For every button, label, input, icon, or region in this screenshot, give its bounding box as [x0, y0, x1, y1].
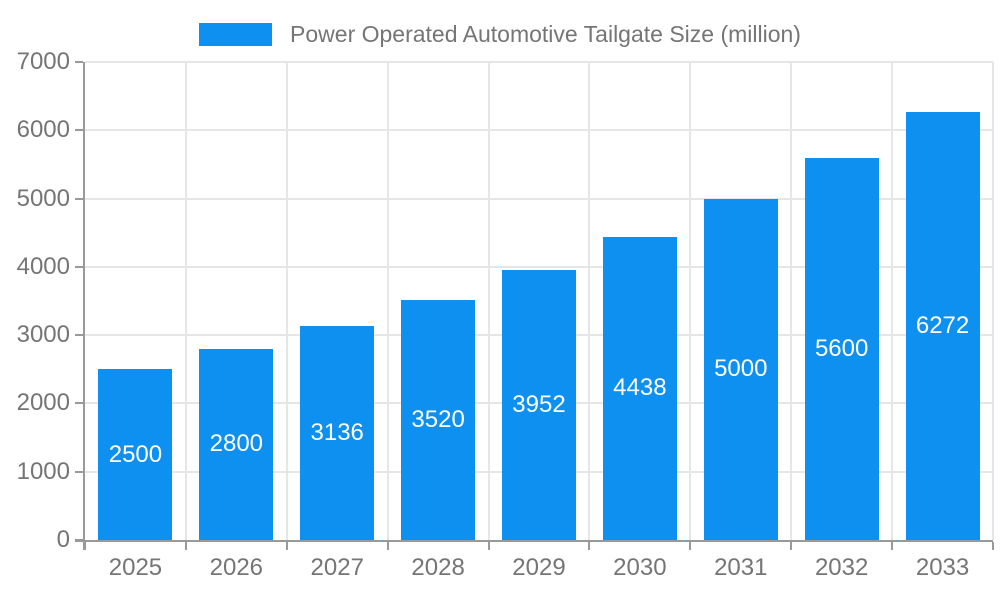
chart-legend: Power Operated Automotive Tailgate Size …: [0, 20, 1000, 48]
v-gridline: [285, 62, 288, 540]
y-tick-mark: [75, 402, 83, 405]
x-tick-label: 2031: [714, 554, 768, 581]
bar: 3136: [300, 325, 375, 540]
y-tick-mark: [75, 197, 83, 200]
v-gridline: [588, 62, 591, 540]
y-tick-mark: [75, 334, 83, 337]
bar-value-label: 6272: [915, 311, 970, 339]
y-tick-mark: [75, 470, 83, 473]
v-gridline: [790, 62, 793, 540]
v-gridline: [891, 62, 894, 540]
x-tick-label: 2032: [814, 554, 869, 581]
x-tick-label: 2033: [915, 554, 970, 581]
legend-label: Power Operated Automotive Tailgate Size …: [290, 20, 801, 47]
h-gridline: [85, 197, 993, 200]
legend-swatch: [199, 22, 273, 46]
bar: 5000: [703, 198, 778, 540]
bar-value-label: 2500: [108, 440, 163, 468]
bar-value-label: 5600: [814, 334, 869, 362]
x-tick-mark: [487, 542, 490, 550]
y-tick-label: 1000: [16, 457, 70, 485]
x-tick-label: 2026: [209, 554, 264, 581]
bar-value-label: 3520: [411, 405, 465, 433]
y-tick-label: 6000: [16, 116, 70, 144]
v-gridline: [184, 62, 187, 540]
h-gridline: [85, 265, 993, 268]
y-tick-label: 7000: [16, 48, 70, 75]
x-tick-mark: [588, 542, 591, 550]
x-tick-mark: [689, 542, 692, 550]
bar: 4438: [602, 236, 677, 540]
y-tick-label: 3000: [16, 321, 70, 349]
y-tick-label: 5000: [16, 184, 70, 212]
x-tick-label: 2030: [613, 554, 667, 581]
y-tick-label: 4000: [16, 252, 70, 280]
bar: 6272: [905, 111, 980, 540]
y-tick-mark: [75, 61, 83, 63]
x-tick-mark: [891, 542, 894, 550]
bar: 2500: [98, 369, 173, 540]
x-tick-label: 2027: [310, 554, 364, 581]
y-tick-mark: [75, 539, 83, 541]
y-tick-label: 2000: [16, 389, 70, 417]
x-tick-mark: [992, 542, 994, 550]
x-tick-label: 2025: [108, 554, 163, 581]
x-axis-line: [75, 540, 993, 542]
y-tick-label: 0: [56, 526, 70, 553]
x-tick-mark: [84, 542, 86, 550]
x-tick-mark: [790, 542, 793, 550]
bar-value-label: 5000: [714, 355, 768, 383]
x-tick-mark: [184, 542, 187, 550]
v-gridline: [992, 62, 994, 540]
y-tick-mark: [75, 265, 83, 268]
x-tick-mark: [386, 542, 389, 550]
x-tick-mark: [285, 542, 288, 550]
bar: 5600: [804, 157, 879, 540]
bar-value-label: 2800: [209, 430, 264, 458]
plot-area: 0 1000 2000 3000 4000 5000 6000 7000 2500 2025 280…: [17, 50, 994, 580]
x-tick-label: 2028: [411, 554, 465, 581]
v-gridline: [689, 62, 692, 540]
bar: 3520: [401, 299, 476, 540]
bar-value-label: 4438: [613, 374, 667, 402]
bar-value-label: 3136: [310, 418, 364, 446]
v-gridline: [487, 62, 490, 540]
h-gridline: [85, 129, 993, 132]
bar: 2800: [199, 348, 274, 540]
bar: 3952: [502, 270, 576, 540]
y-axis-line: [83, 62, 85, 550]
bar-value-label: 3952: [512, 391, 566, 419]
v-gridline: [386, 62, 389, 540]
h-gridline: [85, 61, 993, 63]
x-tick-label: 2029: [512, 554, 566, 581]
y-tick-mark: [75, 129, 83, 132]
